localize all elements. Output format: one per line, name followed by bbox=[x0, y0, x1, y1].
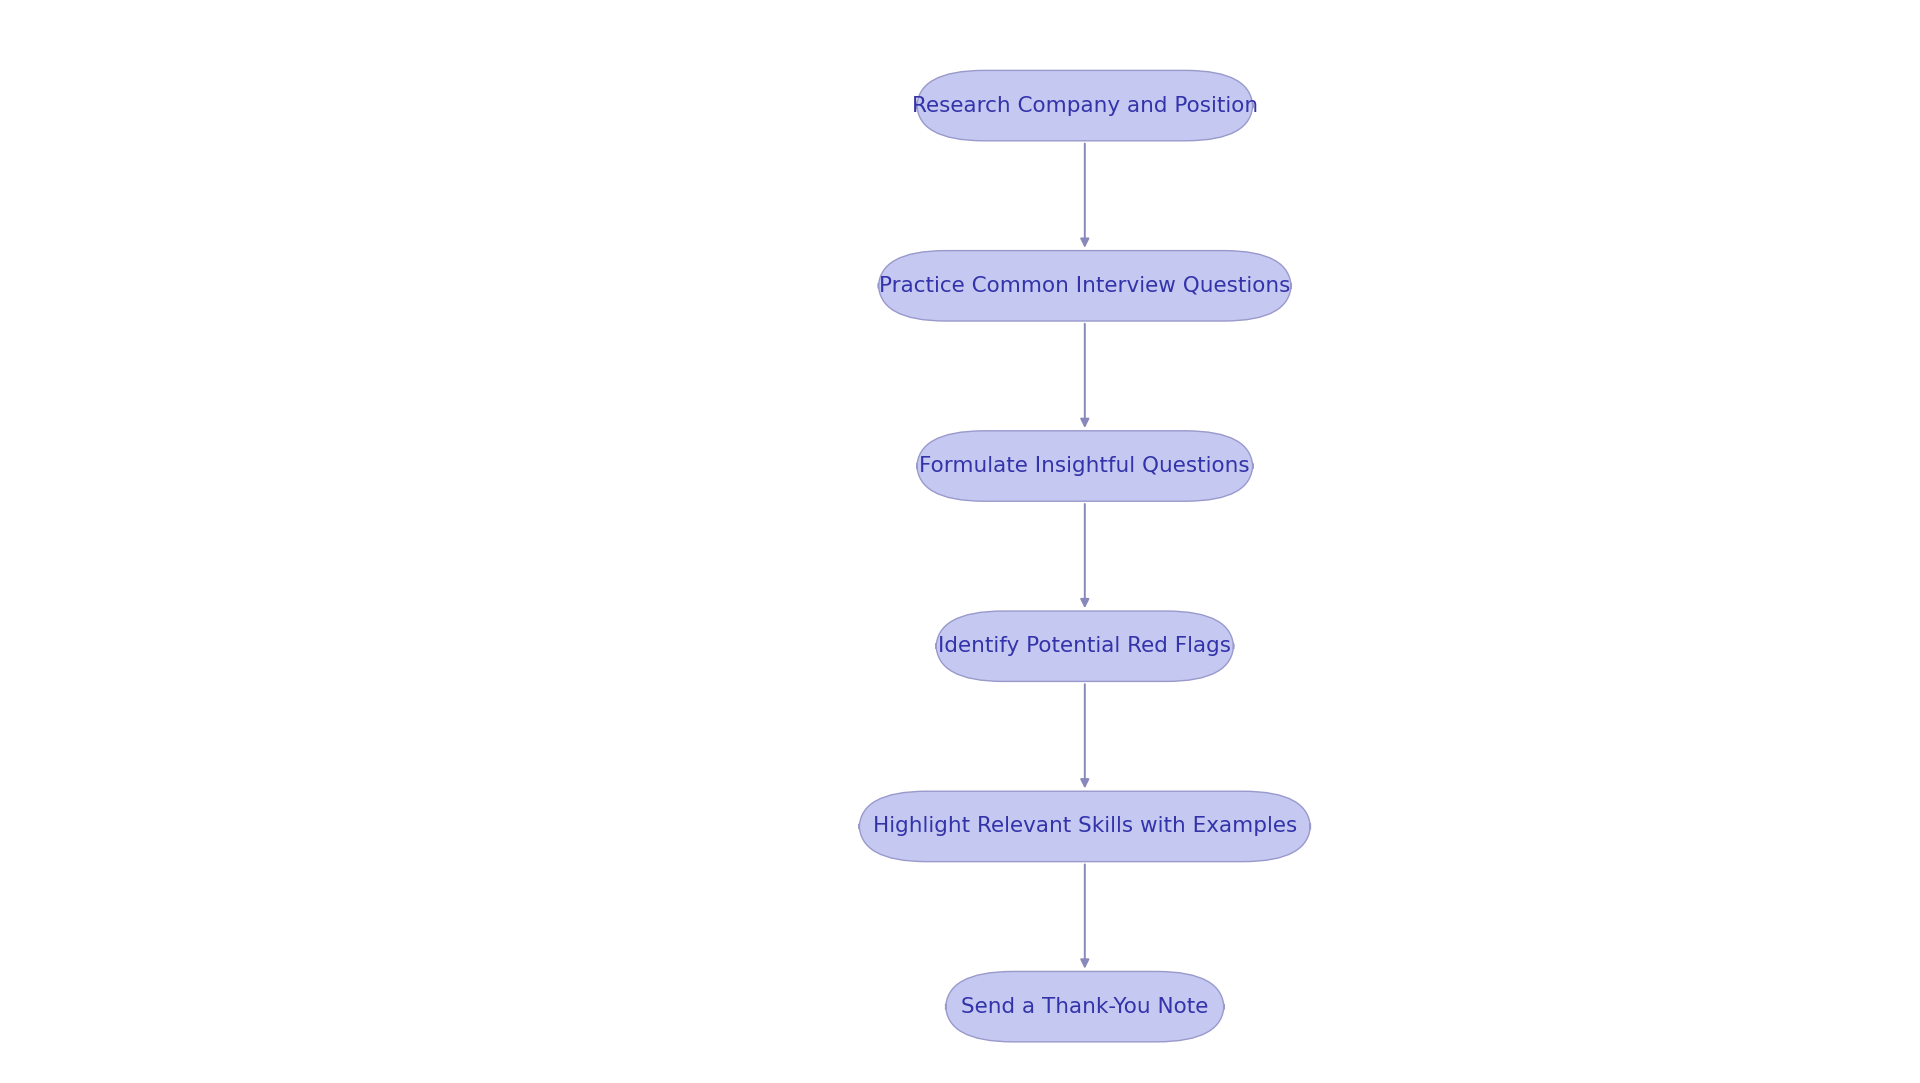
FancyBboxPatch shape bbox=[877, 250, 1290, 321]
Text: Identify Potential Red Flags: Identify Potential Red Flags bbox=[939, 636, 1231, 656]
FancyBboxPatch shape bbox=[945, 971, 1225, 1042]
Text: Send a Thank-You Note: Send a Thank-You Note bbox=[962, 996, 1208, 1017]
FancyBboxPatch shape bbox=[935, 611, 1233, 681]
Text: Highlight Relevant Skills with Examples: Highlight Relevant Skills with Examples bbox=[874, 817, 1296, 836]
Text: Formulate Insightful Questions: Formulate Insightful Questions bbox=[920, 456, 1250, 477]
FancyBboxPatch shape bbox=[916, 70, 1252, 141]
FancyBboxPatch shape bbox=[916, 431, 1252, 501]
Text: Research Company and Position: Research Company and Position bbox=[912, 95, 1258, 116]
Text: Practice Common Interview Questions: Practice Common Interview Questions bbox=[879, 276, 1290, 296]
FancyBboxPatch shape bbox=[858, 792, 1309, 862]
